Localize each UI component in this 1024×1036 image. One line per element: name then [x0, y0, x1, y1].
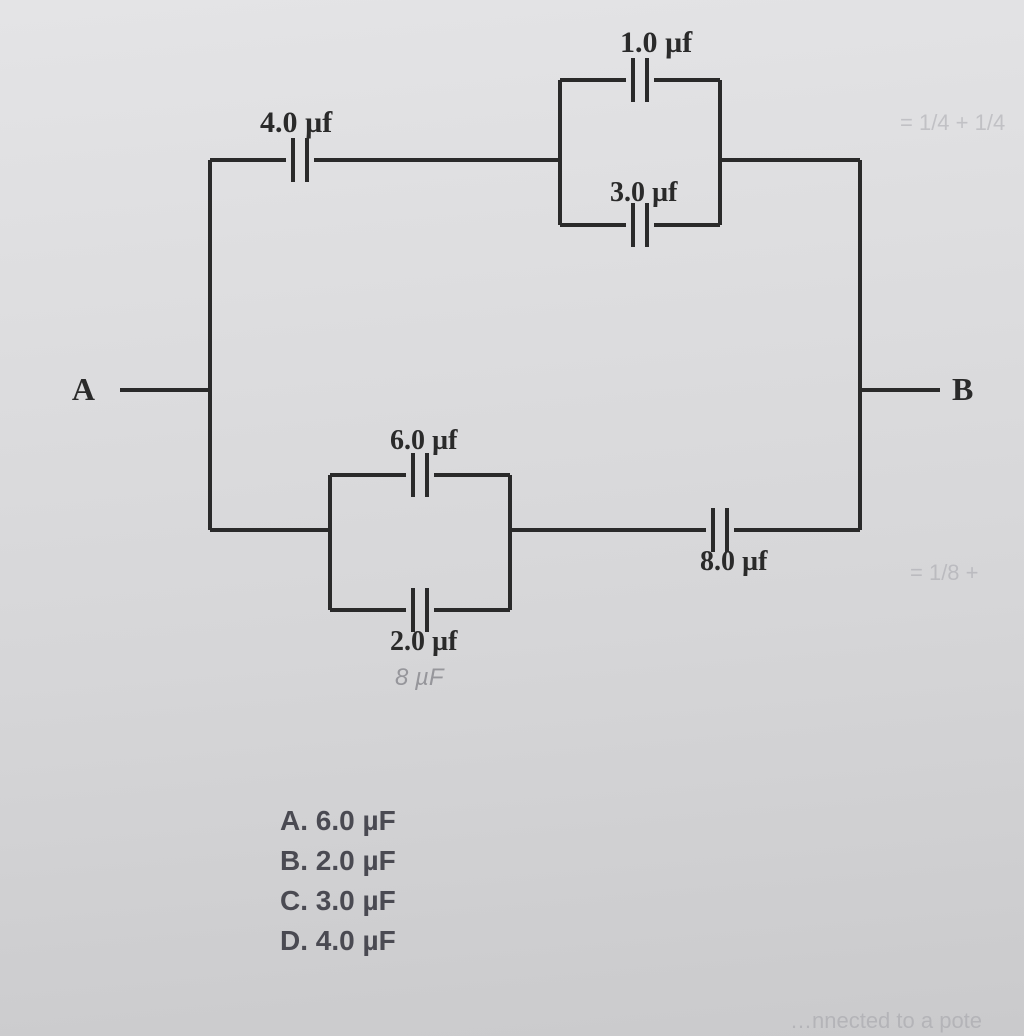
terminal-a-label: A: [72, 371, 95, 407]
option-d: D. 4.0 µF: [280, 925, 396, 956]
label-3uf: 3.0 µf: [610, 177, 678, 208]
cap-4uf: [293, 138, 307, 182]
footer-fragment: …nnected to a pote: [790, 1008, 982, 1033]
label-4uf: 4.0 µf: [260, 106, 333, 139]
option-c: C. 3.0 µF: [280, 885, 396, 916]
handwriting-margin2: = 1/8 +: [910, 560, 979, 585]
handwriting-margin1: = 1/4 + 1/4: [900, 110, 1005, 135]
answer-options: A. 6.0 µF B. 2.0 µF C. 3.0 µF D. 4.0 µF: [280, 805, 396, 956]
cap-1uf: [633, 58, 647, 102]
label-8uf: 8.0 µf: [700, 546, 768, 577]
label-1uf: 1.0 µf: [620, 26, 693, 59]
circuit-diagram: 1.0 µf 4.0 µf 3.0 µf 6.0 µf 2.0 µf 8.0 µ…: [0, 0, 1024, 1036]
option-a: A. 6.0 µF: [280, 805, 396, 836]
handwriting-under-c2: 8 µF: [395, 664, 445, 691]
label-2uf: 2.0 µf: [390, 626, 458, 657]
cap-6uf: [413, 453, 427, 497]
terminal-b-label: B: [952, 371, 973, 407]
option-b: B. 2.0 µF: [280, 845, 396, 876]
label-6uf: 6.0 µf: [390, 425, 458, 456]
cap-3uf: [633, 203, 647, 247]
